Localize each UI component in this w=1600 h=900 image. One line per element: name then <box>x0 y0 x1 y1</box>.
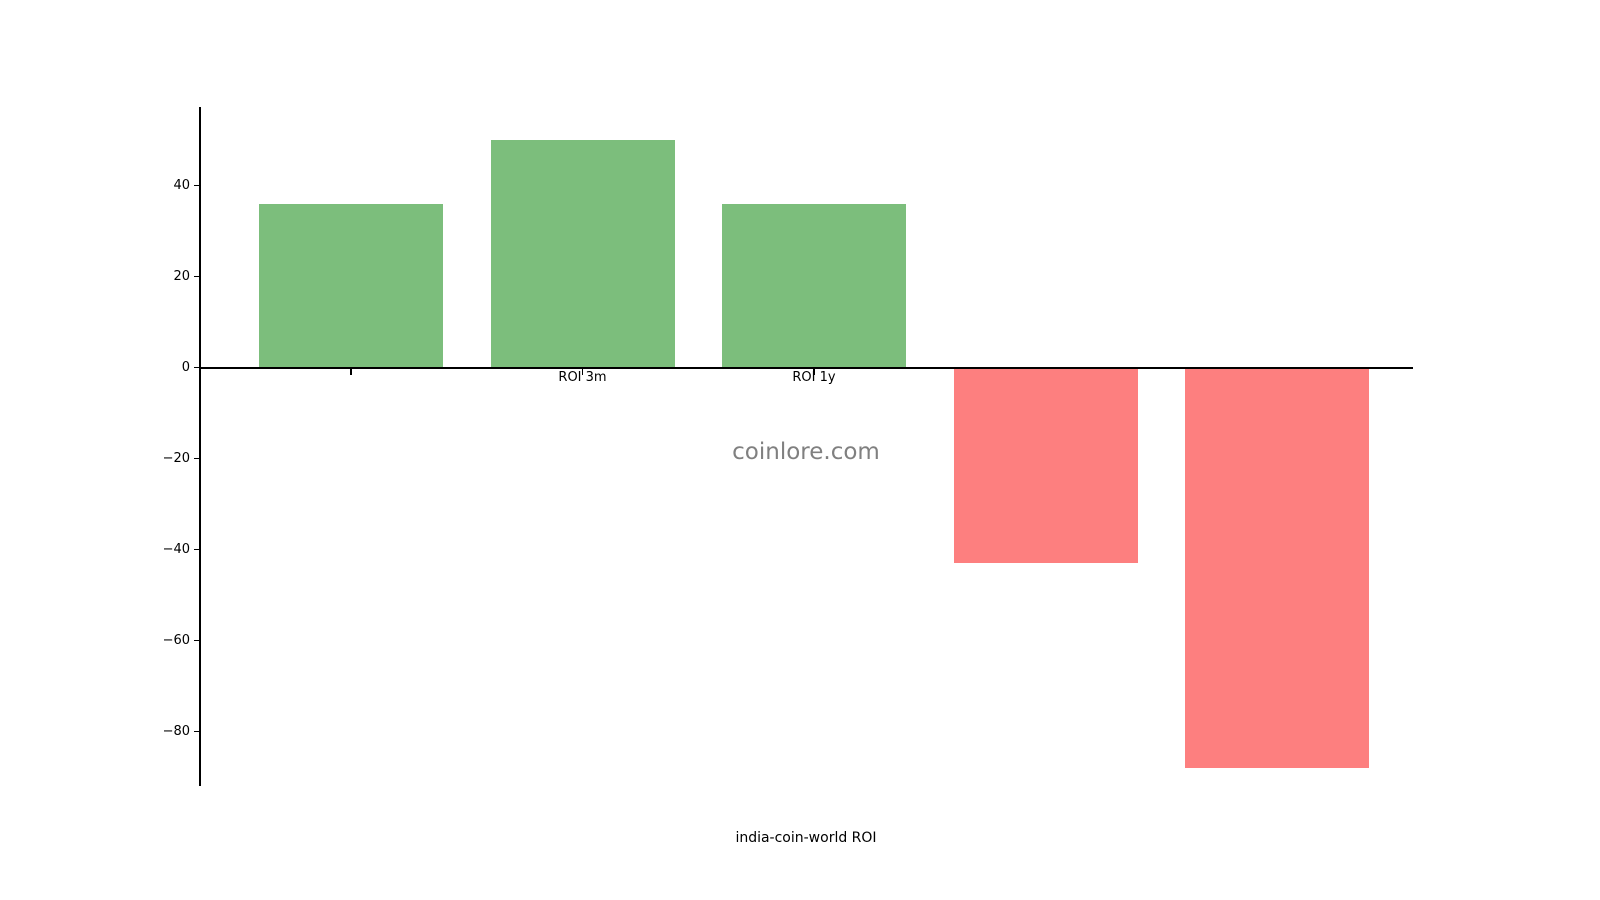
x-tick-label: ROI 3m <box>558 369 607 385</box>
y-tick-label: 0 <box>181 359 190 375</box>
y-axis-spine <box>199 107 201 786</box>
y-tick <box>194 276 199 278</box>
x-tick-label: ROI 1y <box>792 369 836 385</box>
y-tick <box>194 549 199 551</box>
bar-positive <box>259 203 443 368</box>
bar-negative <box>953 367 1138 564</box>
y-tick <box>194 640 199 642</box>
y-tick-label: −20 <box>162 450 190 466</box>
x-axis-title: india-coin-world ROI <box>735 830 877 846</box>
watermark-text: coinlore.com <box>732 439 880 465</box>
bar-negative <box>1185 367 1369 769</box>
y-tick-label: 40 <box>173 177 190 193</box>
y-tick <box>194 185 199 187</box>
y-tick-label: −40 <box>162 541 190 557</box>
y-tick-label: −60 <box>162 632 190 648</box>
x-tick <box>581 368 584 375</box>
bar-positive <box>722 203 906 368</box>
y-tick-label: 20 <box>173 268 190 284</box>
y-tick-label: −80 <box>162 723 190 739</box>
x-tick <box>350 368 352 375</box>
y-tick <box>194 731 199 733</box>
y-tick <box>194 367 199 369</box>
bar-positive <box>490 140 675 368</box>
x-axis-line <box>199 367 1413 369</box>
y-tick <box>194 458 199 460</box>
x-tick <box>813 368 815 375</box>
